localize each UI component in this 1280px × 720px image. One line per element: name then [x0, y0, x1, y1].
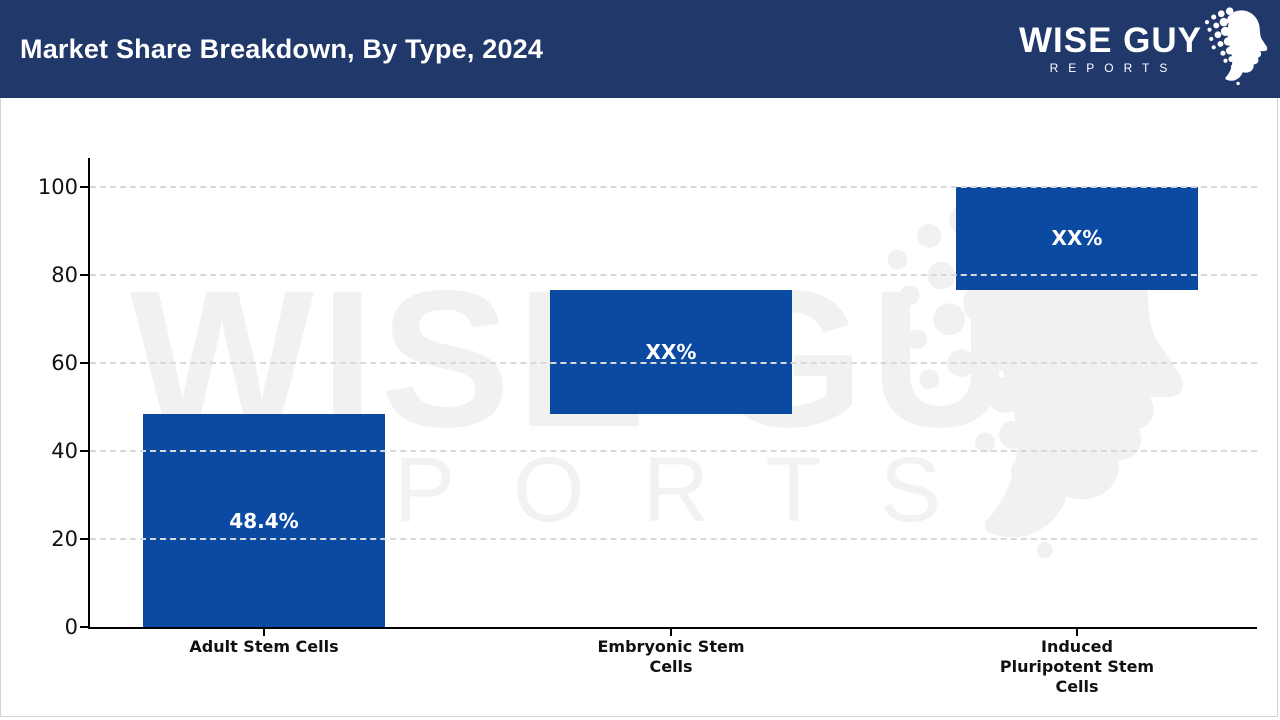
x-axis-line	[88, 627, 1257, 629]
gridline	[90, 450, 1257, 452]
category-label: Embryonic Stem Cells	[597, 637, 745, 676]
y-axis-tick	[80, 362, 88, 364]
y-axis-tick-label: 0	[64, 615, 78, 639]
brand-logo-subtitle: REPORTS	[1049, 61, 1178, 75]
y-axis-tick-label: 100	[37, 175, 78, 199]
gridline	[90, 538, 1257, 540]
bar-value-label: XX%	[1051, 226, 1103, 251]
header-bar: Market Share Breakdown, By Type, 2024 WI…	[0, 0, 1280, 98]
gridline	[90, 274, 1257, 276]
y-axis-line	[88, 158, 90, 627]
category-label: Adult Stem Cells	[189, 637, 339, 656]
wise-guy-face-icon	[1186, 5, 1270, 93]
gridline	[90, 362, 1257, 364]
bar-segment: 48.4%	[143, 414, 385, 627]
y-axis-tick-label: 20	[51, 527, 78, 551]
chart-border-frame	[0, 98, 1278, 717]
page-title: Market Share Breakdown, By Type, 2024	[20, 33, 544, 64]
y-axis-tick-label: 80	[51, 263, 78, 287]
x-axis-tick	[1076, 629, 1078, 636]
brand-logo: WISE GUY REPORTS	[1019, 5, 1270, 93]
bar-value-label: 48.4%	[229, 508, 299, 533]
category-label: Induced Pluripotent Stem Cells	[999, 637, 1155, 696]
y-axis-tick-label: 40	[51, 439, 78, 463]
y-axis-tick	[80, 626, 88, 628]
x-axis-tick	[263, 629, 265, 636]
y-axis-tick	[80, 538, 88, 540]
brand-logo-name: WISE GUY	[1018, 21, 1202, 60]
bar-segment: XX%	[550, 289, 792, 415]
bar-value-label: XX%	[645, 339, 697, 364]
y-axis-tick	[80, 186, 88, 188]
brand-logo-text: WISE GUY REPORTS	[1019, 23, 1202, 75]
x-axis-tick	[670, 629, 672, 636]
y-axis-tick	[80, 274, 88, 276]
bar-segment: XX%	[956, 187, 1198, 290]
y-axis-tick-label: 60	[51, 351, 78, 375]
y-axis-tick	[80, 450, 88, 452]
gridline	[90, 186, 1257, 188]
